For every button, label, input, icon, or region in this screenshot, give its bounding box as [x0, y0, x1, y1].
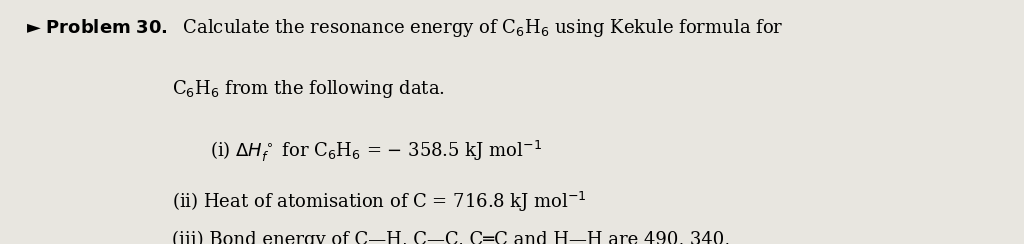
- Text: C$_6$H$_6$ from the following data.: C$_6$H$_6$ from the following data.: [172, 78, 444, 100]
- Text: (i) $\Delta H^\circ_f$ for C$_6$H$_6$ = − 358.5 kJ mol$^{-1}$: (i) $\Delta H^\circ_f$ for C$_6$H$_6$ = …: [210, 139, 542, 164]
- Text: (ii) Heat of atomisation of C = 716.8 kJ mol$^{-1}$: (ii) Heat of atomisation of C = 716.8 kJ…: [172, 190, 587, 214]
- Text: (iii) Bond energy of C—H, C—C, C═C and H—H are 490, 340,: (iii) Bond energy of C—H, C—C, C═C and H…: [172, 231, 730, 244]
- Text: ► $\mathbf{Problem\ 30.}$  Calculate the resonance energy of C$_6$H$_6$ using Ke: ► $\mathbf{Problem\ 30.}$ Calculate the …: [26, 17, 783, 39]
